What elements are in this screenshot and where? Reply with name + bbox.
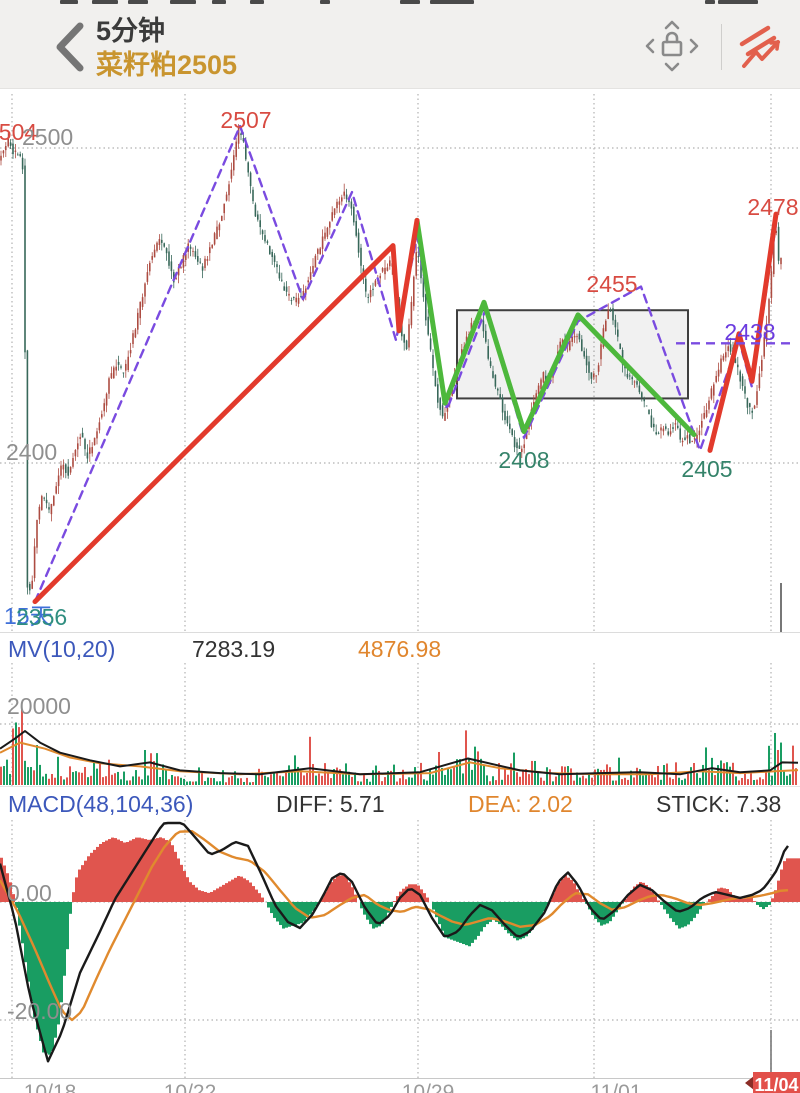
volume-gridline-label: 20000 (7, 693, 71, 719)
cutoff-fragment (250, 0, 264, 4)
volume-ma10-line (0, 730, 799, 776)
lock-arrows-icon (645, 20, 699, 72)
cutoff-fragment (705, 0, 715, 4)
panel-separator (0, 786, 800, 787)
red-trend-line-2 (707, 211, 779, 453)
price-annotation: 2455 (586, 271, 637, 297)
cutoff-fragment (212, 0, 226, 4)
header-divider (721, 24, 722, 70)
macd-label: MACD(48,104,36) (8, 791, 194, 817)
cutoff-fragment (128, 0, 148, 4)
price-chart-panel[interactable]: 25042500 2507 2455 2478 2438 2408 2405 2400 15天2… (0, 88, 800, 633)
volume-gridlines (0, 663, 800, 786)
cutoff-fragment (60, 0, 78, 4)
x-axis-label: 11/01 (590, 1081, 642, 1093)
volume-chart-panel[interactable] (0, 663, 800, 786)
current-date-pointer (745, 1076, 754, 1090)
contract-title: 菜籽粕2505 (96, 50, 238, 80)
diff-line (0, 821, 789, 1063)
trendline-draw-icon (739, 25, 780, 68)
price-annotation: 2408 (498, 447, 549, 473)
header-bar: 5分钟 菜籽粕2505 (0, 0, 800, 89)
x-axis-label: 10/18 (23, 1081, 77, 1093)
price-annotation: 15天 (4, 603, 53, 629)
price-annotation: 2356 (16, 604, 67, 630)
timeframe-title: 5分钟 (96, 16, 166, 46)
cutoff-fragment (320, 0, 330, 4)
price-gridlines (0, 94, 800, 633)
mv-label: MV(10,20) (8, 636, 116, 662)
price-annotation: 2504 (0, 119, 37, 145)
price-annotation: 2500 (22, 124, 73, 150)
macd-zero-label: 0.00 (7, 880, 52, 906)
cutoff-fragment (430, 0, 474, 4)
back-button[interactable] (48, 18, 92, 76)
red-trend-line-1 (32, 217, 420, 605)
back-chevron-icon (56, 22, 84, 72)
dea-value: DEA: 2.02 (468, 791, 573, 817)
cutoff-fragment (170, 0, 196, 4)
x-axis-label: 10/22 (163, 1081, 217, 1093)
stick-value: STICK: 7.38 (656, 791, 782, 817)
price-annotation: 2478 (747, 194, 798, 220)
price-annotations: 25042500 2507 2455 2478 2438 2408 2405 2400 15天2… (0, 107, 799, 630)
macd-chart-panel[interactable] (0, 820, 800, 1078)
price-annotation: 2438 (724, 319, 775, 345)
cutoff-text-fragments (0, 0, 800, 6)
drawing-tool-button[interactable] (734, 24, 784, 70)
current-date-badge[interactable]: 11/04 (753, 1072, 800, 1093)
price-annotation: 2507 (220, 107, 271, 133)
volume-indicator-header[interactable]: MV(10,20) 7283.19 4876.98 (0, 633, 800, 663)
price-annotation: 2405 (681, 456, 732, 482)
cutoff-fragment (92, 0, 118, 4)
x-axis-label: 10/29 (401, 1081, 455, 1093)
macd-neg-label: -20.00 (7, 998, 73, 1024)
volume-ma20-line (0, 741, 799, 776)
x-axis: 10/18 10/22 10/29 11/01 (0, 1078, 800, 1093)
macd-histogram (0, 837, 800, 1055)
cutoff-fragment (718, 0, 758, 4)
green-trend-line (414, 217, 697, 438)
mv10-value: 7283.19 (192, 636, 276, 662)
price-annotation: 2400 (6, 439, 57, 465)
panel-separator (0, 632, 800, 633)
diff-value: DIFF: 5.71 (276, 791, 385, 817)
macd-indicator-header[interactable]: MACD(48,104,36) DIFF: 5.71 DEA: 2.02 STI… (0, 787, 800, 820)
mv20-value: 4876.98 (358, 636, 442, 662)
scroll-lock-button[interactable] (644, 20, 700, 72)
cutoff-fragment (400, 0, 420, 4)
